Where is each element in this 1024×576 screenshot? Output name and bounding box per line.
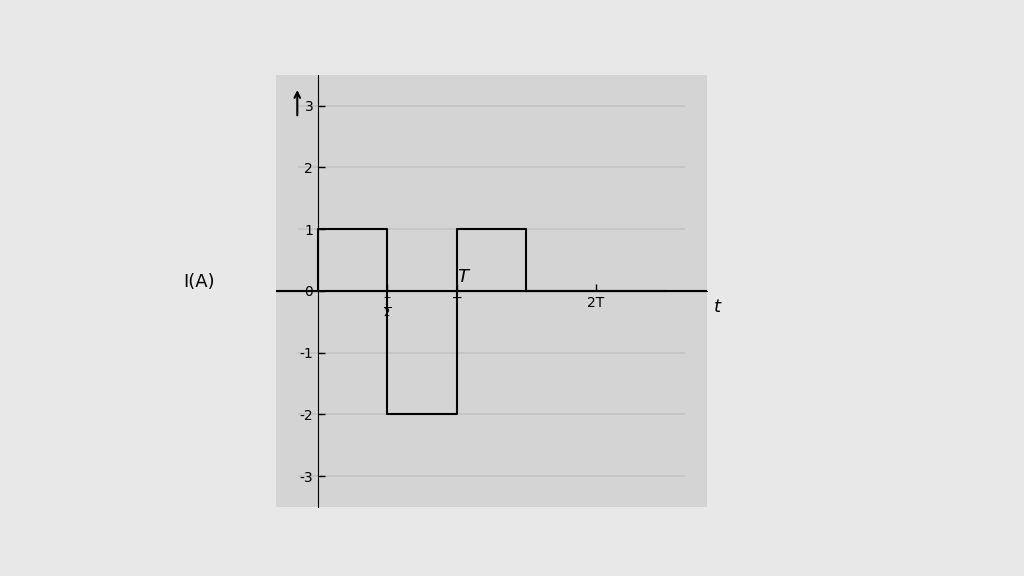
Text: $t$: $t$ xyxy=(714,298,723,316)
Text: $T$: $T$ xyxy=(457,268,471,286)
Y-axis label: I(A): I(A) xyxy=(183,273,215,291)
